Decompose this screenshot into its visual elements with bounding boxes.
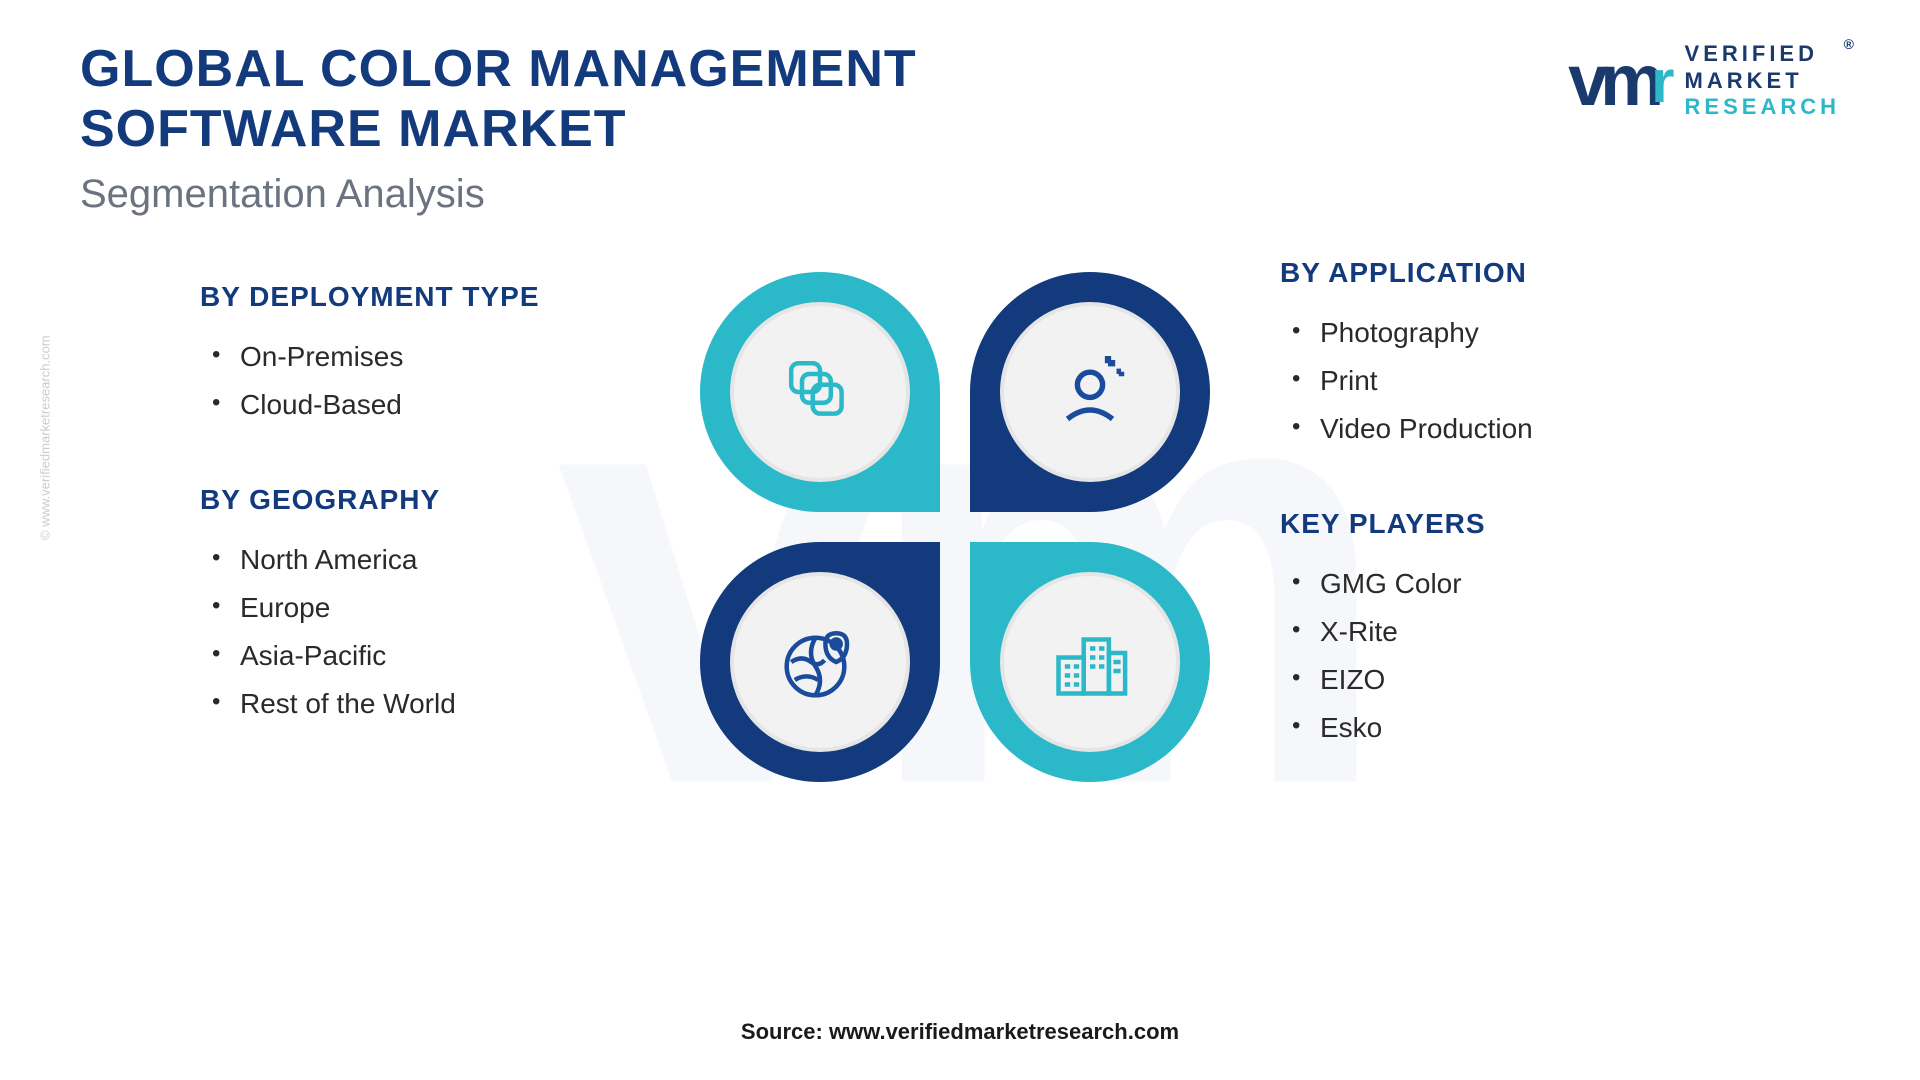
list-item: Rest of the World xyxy=(200,680,640,728)
list-item: Esko xyxy=(1280,704,1720,752)
segment-title: KEY PLAYERS xyxy=(1280,508,1720,540)
globe-icon xyxy=(775,617,865,707)
petal-bottom-left xyxy=(700,542,940,782)
source-text: Source: www.verifiedmarketresearch.com xyxy=(741,1019,1179,1045)
logo-text: VERIFIED MARKET RESEARCH ® xyxy=(1685,41,1840,120)
list-item: Photography xyxy=(1280,309,1720,357)
logo: vmr VERIFIED MARKET RESEARCH ® xyxy=(1568,40,1840,122)
petal-top-left xyxy=(700,272,940,512)
subtitle: Segmentation Analysis xyxy=(80,172,1180,217)
segment-geography: BY GEOGRAPHY North America Europe Asia-P… xyxy=(200,484,640,728)
list-item: Cloud-Based xyxy=(200,381,640,429)
center-graphic xyxy=(700,272,1220,792)
layers-icon xyxy=(775,347,865,437)
list-item: Print xyxy=(1280,357,1720,405)
segment-title: BY APPLICATION xyxy=(1280,257,1720,289)
list-item: X-Rite xyxy=(1280,608,1720,656)
list-item: Video Production xyxy=(1280,405,1720,453)
logo-mark: vmr xyxy=(1568,40,1666,122)
petal-bottom-right xyxy=(970,542,1210,782)
list-item: North America xyxy=(200,536,640,584)
main-title: GLOBAL COLOR MANAGEMENT SOFTWARE MARKET xyxy=(80,40,1180,160)
segment-list: GMG Color X-Rite EIZO Esko xyxy=(1280,560,1720,752)
header: GLOBAL COLOR MANAGEMENT SOFTWARE MARKET … xyxy=(80,40,1840,217)
list-item: EIZO xyxy=(1280,656,1720,704)
list-item: Europe xyxy=(200,584,640,632)
petal-top-right xyxy=(970,272,1210,512)
list-item: On-Premises xyxy=(200,333,640,381)
segment-list: North America Europe Asia-Pacific Rest o… xyxy=(200,536,640,728)
list-item: GMG Color xyxy=(1280,560,1720,608)
segment-deployment: BY DEPLOYMENT TYPE On-Premises Cloud-Bas… xyxy=(200,281,640,429)
segment-title: BY DEPLOYMENT TYPE xyxy=(200,281,640,313)
segment-list: Photography Print Video Production xyxy=(1280,309,1720,453)
person-icon xyxy=(1045,347,1135,437)
segment-application: BY APPLICATION Photography Print Video P… xyxy=(1280,257,1720,453)
segment-keyplayers: KEY PLAYERS GMG Color X-Rite EIZO Esko xyxy=(1280,508,1720,752)
list-item: Asia-Pacific xyxy=(200,632,640,680)
segment-list: On-Premises Cloud-Based xyxy=(200,333,640,429)
buildings-icon xyxy=(1045,617,1135,707)
segment-title: BY GEOGRAPHY xyxy=(200,484,640,516)
